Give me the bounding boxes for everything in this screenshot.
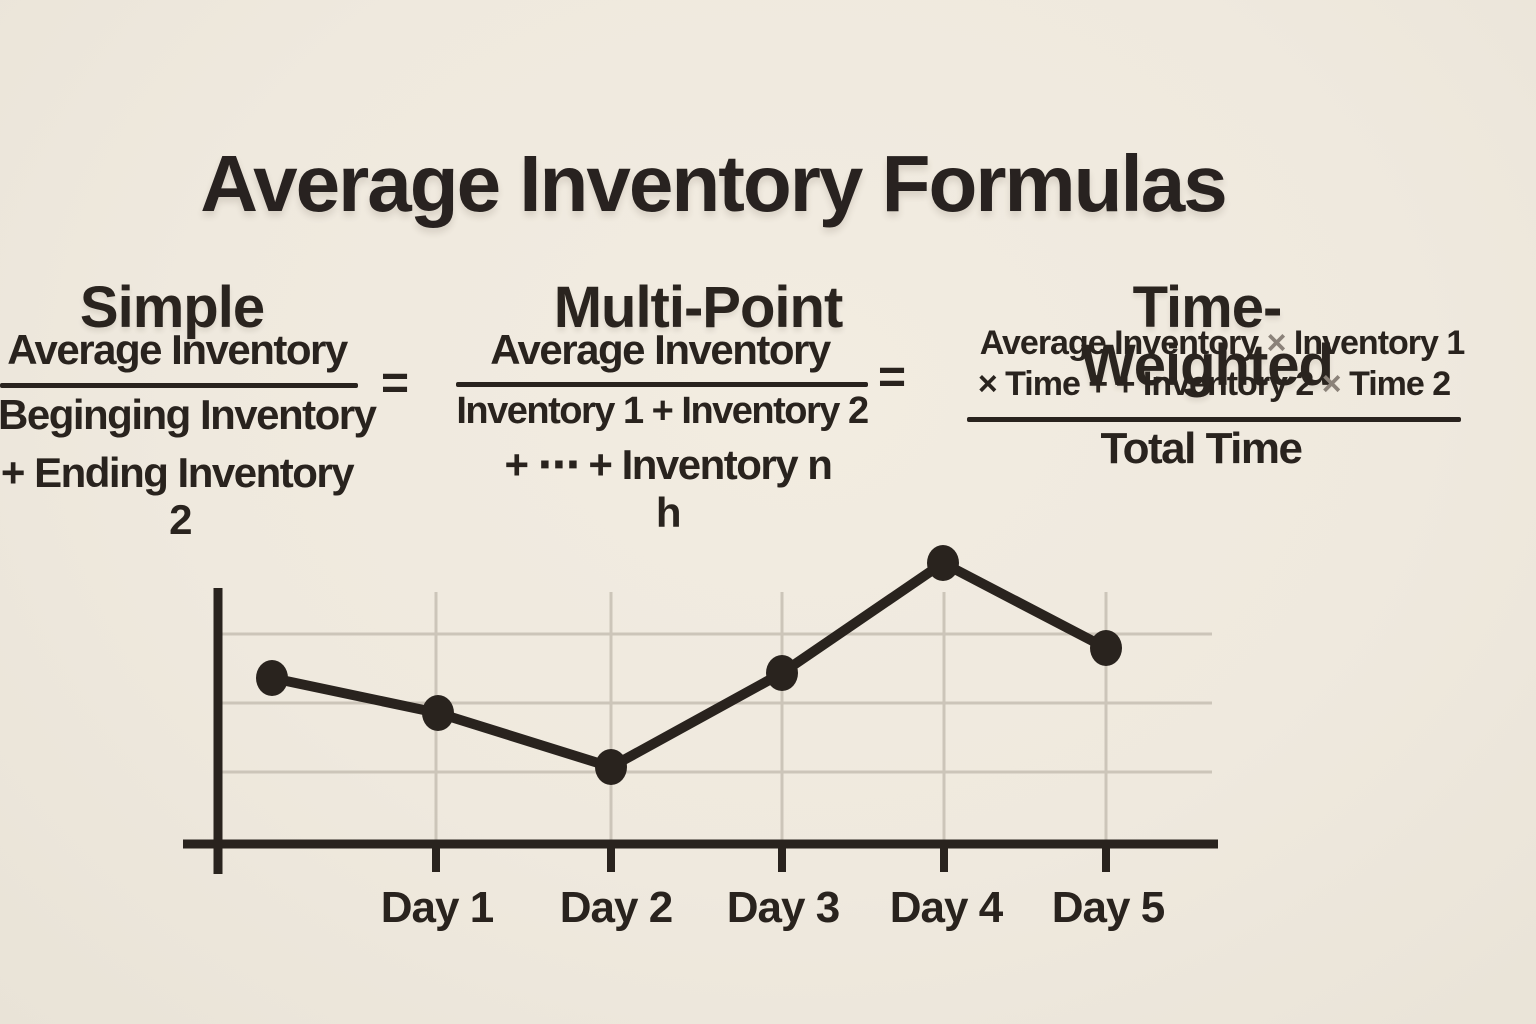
data-point-dot [595,749,627,785]
data-point-dot [1090,630,1122,666]
x-tick-label: Day 1 [381,883,494,932]
multi-point-denominator-line-3: h [655,489,682,536]
formula-time-weighted-header: Time-Weighted [1081,275,1334,399]
inventory-series-line [267,558,1111,772]
simple-numerator: Average Inventory [7,326,348,373]
formula-text-segment: Time 2 [1349,365,1451,403]
simple-denominator-line-2: + Ending Inventory [0,449,355,496]
formula-text-segment: Inventory 1 [1293,324,1465,362]
data-point-dot [766,655,798,691]
simple-denominator-line-1: Beginging Inventory [0,391,377,438]
x-tick-label: Day 5 [1052,883,1165,932]
multi-point-denominator-line-1: Inventory 1 + Inventory 2 [456,390,869,432]
data-point-dot [422,695,454,731]
formula-text-segment: Average Inventory [979,324,1267,362]
time-weighted-numerator-line-1: Average Inventory × Inventory 1 [952,326,1492,360]
formula-multi-point-header: Multi-Point [553,275,844,341]
multiply-sign: × [1321,365,1350,403]
multi-point-fraction-bar [456,382,868,387]
time-weighted-denominator: Total Time [1100,424,1303,473]
time-weighted-numerator-line-2: × Time + + Inventory 2 × Time 2 [952,367,1476,401]
inventory-line-chart: Day 1 Day 2 Day 3 Day 4 Day 5 [183,545,1218,932]
x-tick-label: Day 2 [560,883,672,932]
x-tick-label: Day 4 [890,883,1004,932]
multi-point-equals-sign: = [878,351,907,404]
data-point-dot [927,545,959,581]
multi-point-numerator: Average Inventory [490,326,831,373]
data-point-dot [256,660,288,696]
formula-text-segment: × Time + + Inventory 2 [977,365,1322,403]
time-weighted-fraction-bar [967,417,1461,422]
simple-denominator-line-3: 2 [169,496,192,543]
x-tick-label: Day 3 [727,883,839,932]
formula-simple-header: Simple [79,275,265,341]
multiply-sign: × [1266,324,1294,362]
simple-equals-sign: = [381,357,410,410]
multi-point-denominator-line-2: + ⋯ + Inventory n [504,441,833,488]
simple-fraction-bar [0,383,358,388]
page-title: Average Inventory Formulas [200,138,1227,228]
